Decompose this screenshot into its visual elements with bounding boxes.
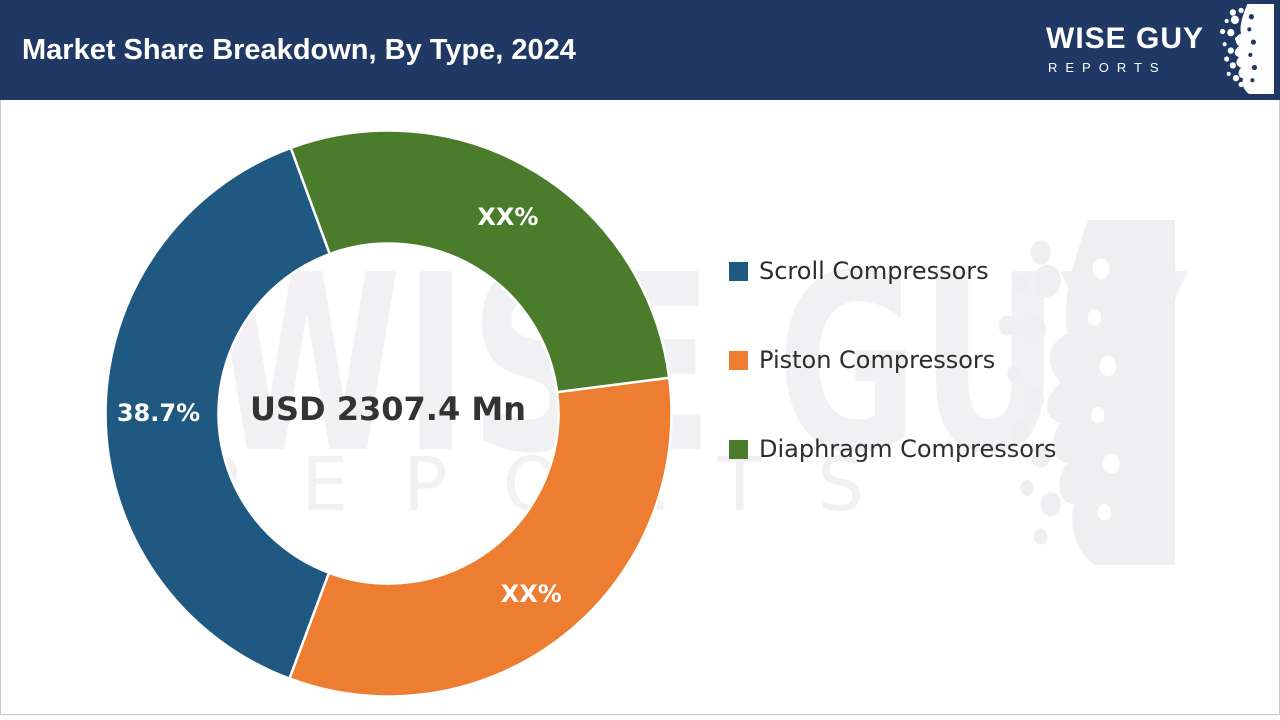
segment-value-label: 38.7% — [117, 399, 200, 427]
segment-diaphragm-compressors — [289, 129, 671, 394]
page-border-bottom — [0, 714, 1280, 715]
logo-wiseguy-text: WISE GUY — [1046, 22, 1205, 55]
chart-center-value: USD 2307.4 Mn — [250, 390, 526, 428]
page-border-left — [0, 100, 1, 715]
legend-swatch-icon — [729, 439, 748, 459]
segment-scroll-compressors — [104, 146, 332, 681]
page-title: Market Share Breakdown, By Type, 2024 — [22, 34, 576, 66]
donut-chart: 38.7% XX% XX% — [100, 125, 677, 705]
segment-value-label: XX% — [501, 580, 562, 608]
chart-legend: Scroll Compressors Piston Compressors Diap… — [729, 258, 1149, 478]
segment-value-label: XX% — [477, 203, 538, 231]
wiseguy-logo: WISE GUY REPORTS — [1044, 0, 1280, 100]
logo-face-icon — [1220, 4, 1274, 94]
legend-item-piston-compressors: Piston Compressors — [729, 347, 995, 373]
legend-label: Scroll Compressors — [759, 257, 989, 285]
header-bar: Market Share Breakdown, By Type, 2024 WI… — [0, 0, 1280, 100]
segment-piston-compressors — [287, 376, 673, 698]
legend-item-scroll-compressors: Scroll Compressors — [729, 258, 989, 284]
legend-label: Piston Compressors — [759, 346, 996, 374]
watermark-face-icon — [998, 220, 1175, 565]
legend-label: Diaphragm Compressors — [759, 435, 1057, 463]
logo-reports-text: REPORTS — [1048, 60, 1167, 75]
legend-item-diaphragm-compressors: Diaphragm Compressors — [729, 436, 1056, 462]
legend-swatch-icon — [729, 261, 748, 281]
legend-swatch-icon — [729, 350, 748, 370]
watermark-wiseguy-text: WISE GUY — [212, 222, 1189, 508]
